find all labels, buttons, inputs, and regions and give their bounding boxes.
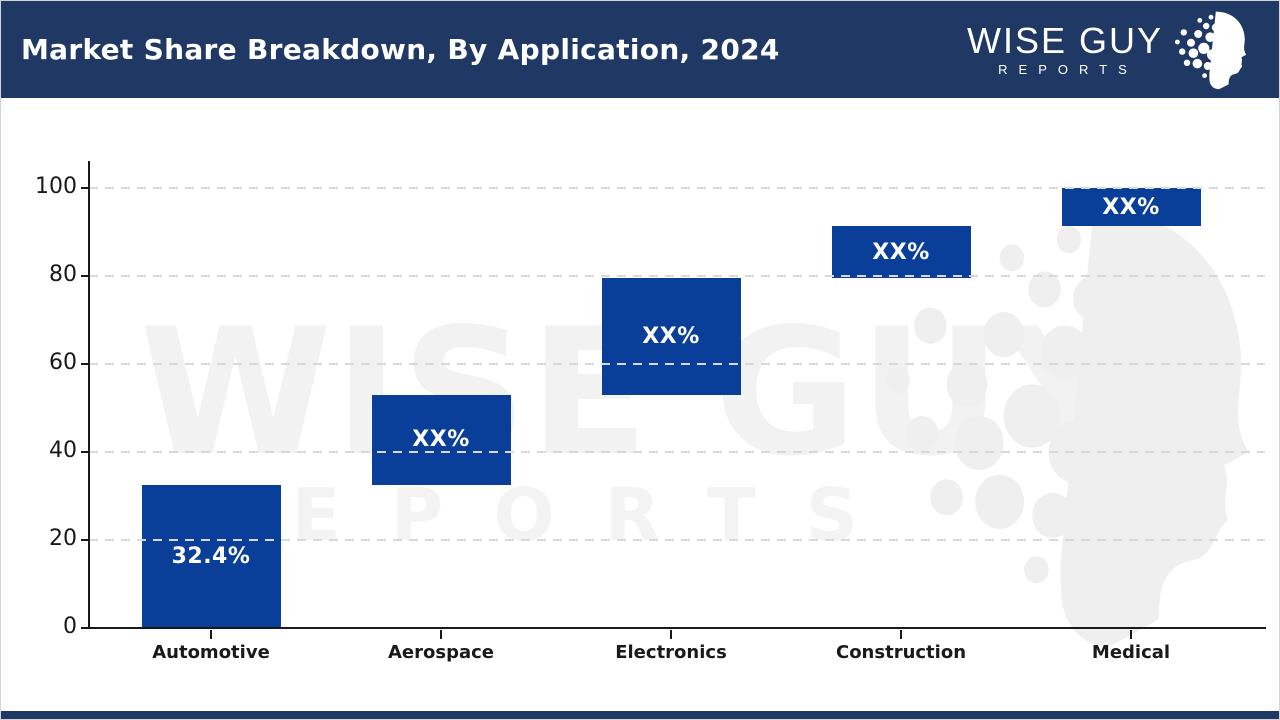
y-tick-label-40: 40: [49, 437, 77, 463]
y-tick-label-20: 20: [49, 525, 77, 551]
bar-value-label-medical: XX%: [1102, 194, 1160, 220]
y-tick-label-100: 100: [35, 174, 77, 199]
bar-automotive: 32.4%: [141, 485, 281, 628]
y-tick-60: [81, 362, 89, 365]
page-title: Market Share Breakdown, By Application, …: [21, 33, 780, 66]
y-axis-line: [88, 161, 90, 629]
wise-guy-reports-logo: WISE GUY REPORTS: [967, 10, 1253, 90]
x-tick-automotive: [210, 629, 212, 639]
y-tick-40: [81, 450, 89, 453]
bar-value-label-automotive: 32.4%: [171, 543, 251, 569]
plot-area: 32.4% XX% XX% XX% XX% 0 20 40 60 80 100 Automotive…: [1, 98, 1279, 713]
gridline-80: [89, 274, 1265, 277]
x-tick-medical: [1130, 629, 1132, 639]
y-tick-label-60: 60: [49, 349, 77, 375]
x-axis-line: [88, 627, 1266, 629]
bar-aerospace: XX%: [371, 394, 511, 486]
gridline-40: [89, 450, 1265, 453]
watermark-face-icon: [885, 208, 1249, 647]
x-axis-label-construction: Construction: [835, 641, 967, 663]
x-tick-electronics: [670, 629, 672, 639]
footer-bar: [1, 711, 1279, 719]
y-tick-100: [81, 187, 89, 189]
bar-electronics: XX%: [601, 278, 741, 395]
x-tick-aerospace: [440, 629, 442, 639]
logo-text: WISE GUY REPORTS: [966, 20, 1163, 77]
logo-face-icon: [1175, 11, 1247, 89]
header-bar: Market Share Breakdown, By Application, …: [1, 1, 1279, 98]
gridline-60: [89, 362, 1265, 365]
bar-construction: XX%: [831, 226, 971, 279]
y-tick-80: [81, 274, 89, 277]
x-axis-label-aerospace: Aerospace: [387, 641, 494, 663]
x-tick-construction: [900, 629, 902, 639]
bar-value-label-aerospace: XX%: [412, 427, 470, 453]
bar-medical: XX%: [1061, 188, 1201, 227]
x-axis-label-medical: Medical: [1091, 641, 1171, 663]
x-axis-label-automotive: Automotive: [152, 641, 270, 663]
gridline-100: [89, 187, 1265, 189]
logo-wordmark: WISE GUY: [966, 20, 1163, 61]
x-axis-label-electronics: Electronics: [615, 641, 727, 663]
y-tick-0: [81, 626, 89, 629]
y-tick-label-0: 0: [63, 613, 77, 639]
gridline-20: [89, 538, 1265, 541]
bar-value-label-construction: XX%: [872, 239, 930, 265]
y-tick-20: [81, 538, 89, 541]
bar-value-label-electronics: XX%: [642, 323, 700, 349]
y-tick-label-80: 80: [49, 261, 77, 287]
logo-subtitle: REPORTS: [998, 62, 1138, 77]
